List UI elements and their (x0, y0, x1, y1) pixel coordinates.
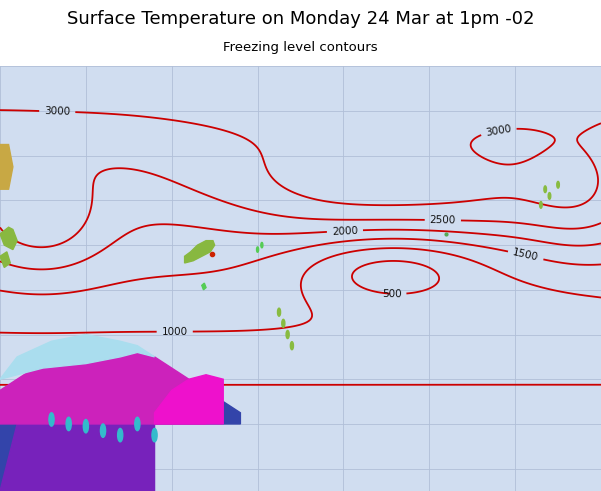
Circle shape (135, 417, 140, 431)
Circle shape (282, 319, 285, 327)
Circle shape (67, 362, 71, 374)
Text: 500: 500 (382, 289, 401, 299)
Circle shape (278, 308, 281, 316)
Polygon shape (202, 283, 206, 290)
Circle shape (286, 330, 289, 339)
Circle shape (49, 413, 54, 426)
Polygon shape (185, 241, 215, 263)
Text: Freezing level contours: Freezing level contours (223, 41, 378, 54)
Polygon shape (0, 227, 17, 249)
Circle shape (127, 385, 131, 396)
Polygon shape (0, 402, 154, 491)
Polygon shape (0, 353, 240, 491)
Text: 2500: 2500 (430, 215, 456, 225)
Circle shape (544, 186, 546, 192)
Text: 1000: 1000 (162, 327, 188, 337)
Text: 500: 500 (175, 380, 195, 390)
Circle shape (261, 243, 263, 248)
Circle shape (84, 419, 88, 433)
Circle shape (93, 369, 97, 381)
Circle shape (66, 417, 72, 431)
Circle shape (548, 192, 551, 199)
Text: Surface Temperature on Monday 24 Mar at 1pm -02: Surface Temperature on Monday 24 Mar at … (67, 9, 534, 27)
Circle shape (557, 181, 560, 188)
Polygon shape (0, 346, 206, 424)
Polygon shape (0, 334, 154, 379)
Circle shape (290, 342, 293, 350)
Circle shape (257, 247, 258, 252)
Text: 3000: 3000 (485, 123, 512, 137)
Circle shape (152, 429, 157, 442)
Circle shape (540, 201, 542, 208)
Circle shape (100, 424, 106, 437)
Circle shape (118, 381, 123, 391)
Polygon shape (0, 144, 13, 189)
Text: 1500: 1500 (512, 247, 540, 263)
Text: 3000: 3000 (44, 106, 70, 117)
Circle shape (101, 374, 105, 385)
Circle shape (109, 378, 114, 389)
Text: 2000: 2000 (332, 225, 358, 237)
Circle shape (75, 365, 79, 376)
Circle shape (84, 367, 88, 378)
Circle shape (118, 429, 123, 442)
Polygon shape (0, 252, 10, 268)
Polygon shape (154, 375, 223, 424)
